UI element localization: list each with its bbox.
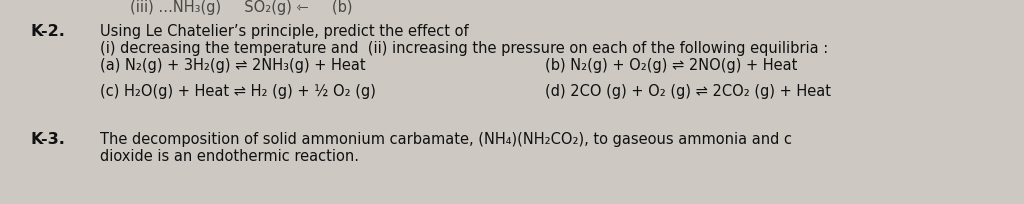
- Text: (c) H₂O(g) + Heat ⇌ H₂ (g) + ½ O₂ (g): (c) H₂O(g) + Heat ⇌ H₂ (g) + ½ O₂ (g): [100, 84, 376, 99]
- Text: Using Le Chatelier’s principle, predict the effect of: Using Le Chatelier’s principle, predict …: [100, 24, 469, 39]
- Text: (d) 2CO (g) + O₂ (g) ⇌ 2CO₂ (g) + Heat: (d) 2CO (g) + O₂ (g) ⇌ 2CO₂ (g) + Heat: [545, 84, 831, 99]
- Text: (b) N₂(g) + O₂(g) ⇌ 2NO(g) + Heat: (b) N₂(g) + O₂(g) ⇌ 2NO(g) + Heat: [545, 58, 798, 73]
- Text: (a) N₂(g) + 3H₂(g) ⇌ 2NH₃(g) + Heat: (a) N₂(g) + 3H₂(g) ⇌ 2NH₃(g) + Heat: [100, 58, 366, 73]
- Text: (iii) …NH₃(g)     SO₂(g) ⇽     (b): (iii) …NH₃(g) SO₂(g) ⇽ (b): [130, 0, 352, 15]
- Text: dioxide is an endothermic reaction.: dioxide is an endothermic reaction.: [100, 149, 359, 164]
- Text: (i) decreasing the temperature and  (ii) increasing the pressure on each of the : (i) decreasing the temperature and (ii) …: [100, 41, 828, 56]
- Text: K-2.: K-2.: [30, 24, 65, 39]
- Text: The decomposition of solid ammonium carbamate, (NH₄)(NH₂CO₂), to gaseous ammonia: The decomposition of solid ammonium carb…: [100, 132, 792, 147]
- Text: K-3.: K-3.: [30, 132, 65, 147]
